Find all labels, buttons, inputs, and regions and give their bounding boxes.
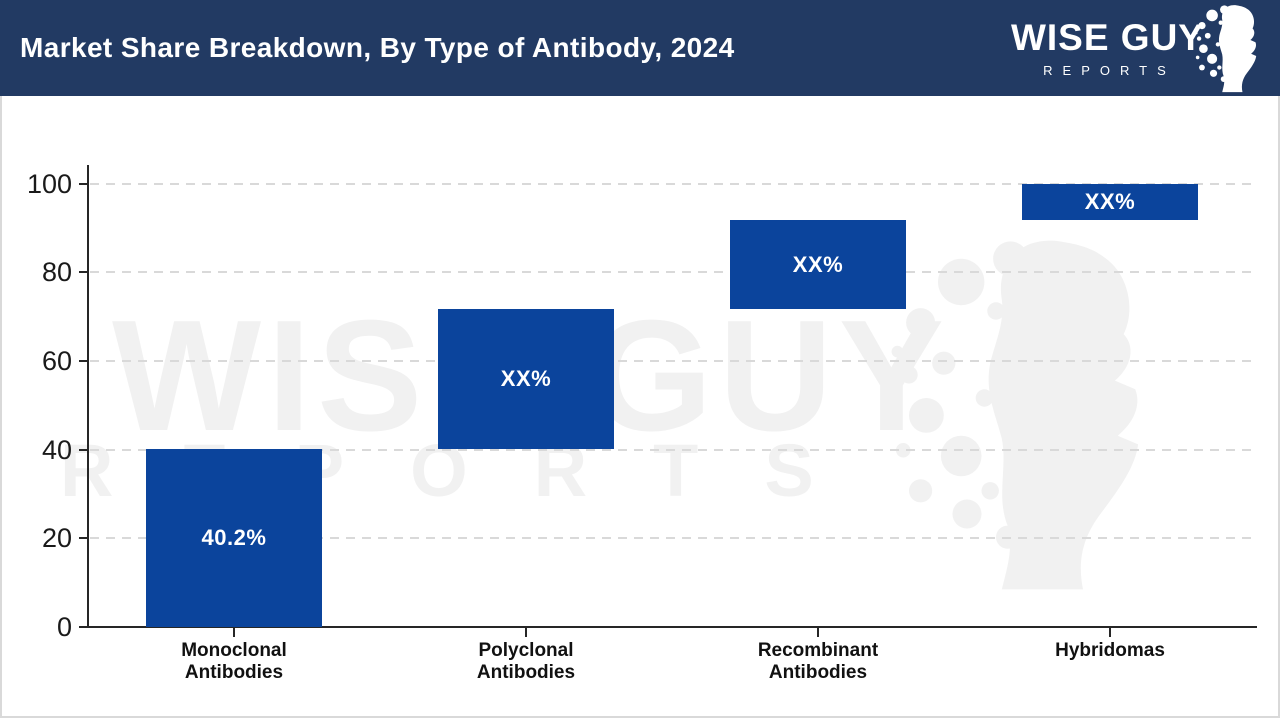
- x-tick-mark: [1109, 628, 1111, 637]
- logo-subtitle: REPORTS: [1043, 62, 1176, 78]
- y-tick-mark: [79, 271, 87, 274]
- bar-value-label: XX%: [1084, 189, 1136, 214]
- y-tick-mark: [79, 359, 87, 362]
- bar-polyclonal-antibodies: XX%: [438, 309, 614, 449]
- x-axis-line: [87, 626, 1257, 628]
- x-category-label-line: Antibodies: [184, 661, 284, 683]
- x-tick-mark: [233, 628, 235, 637]
- y-tick-mark: [79, 182, 87, 185]
- x-category-label: Polyclonal Antibodies: [380, 640, 672, 684]
- figure-border: [0, 96, 1280, 718]
- logo-wordmark: WISE GUY: [1010, 16, 1204, 58]
- y-gridline-80: [90, 271, 1256, 274]
- y-gridline-100: [90, 182, 1256, 185]
- y-gridline-20: [90, 537, 1256, 540]
- x-category-label-line: Antibodies: [476, 661, 576, 683]
- y-tick-label: 100: [26, 168, 72, 199]
- bar-value-label: XX%: [792, 251, 844, 277]
- x-category-label-line: Polyclonal: [478, 640, 574, 661]
- y-tick-label: 20: [41, 523, 72, 554]
- y-tick-label: 60: [41, 345, 72, 376]
- y-gridline-60: [90, 359, 1256, 362]
- y-tick-label: 80: [41, 257, 72, 288]
- y-tick-mark: [79, 448, 87, 451]
- x-category-label-line: Monoclonal: [181, 640, 287, 661]
- header-bar: Market Share Breakdown, By Type of Antib…: [0, 0, 1280, 96]
- x-category-label-line: Antibodies: [768, 661, 868, 683]
- bar-hybridomas: XX%: [1022, 183, 1198, 221]
- y-tick-mark: [79, 626, 87, 628]
- logo-face-icon: [1194, 5, 1257, 93]
- y-gridline-40: [90, 448, 1256, 451]
- x-category-label: Recombinant Antibodies: [672, 640, 964, 684]
- x-tick-mark: [525, 628, 527, 637]
- bar-value-label: 40.2%: [201, 524, 267, 550]
- y-axis-line: [87, 165, 89, 628]
- x-category-label-line: Hybridomas: [1055, 640, 1165, 661]
- bar-monoclonal-antibodies: 40.2%: [146, 448, 322, 627]
- bar-value-label: XX%: [500, 365, 552, 391]
- x-category-label: Monoclonal Antibodies: [88, 640, 380, 684]
- logo-text: WISE GUY REPORTS: [1011, 19, 1204, 78]
- x-category-label: Hybridomas: [964, 640, 1256, 662]
- x-category-label-line: Recombinant: [757, 640, 879, 661]
- wise-guy-reports-logo: WISE GUY REPORTS: [1011, 1, 1280, 95]
- watermark-face-icon: [891, 240, 1139, 590]
- page-title: Market Share Breakdown, By Type of Antib…: [20, 32, 735, 63]
- x-tick-mark: [817, 628, 819, 637]
- bar-recombinant-antibodies: XX%: [730, 220, 906, 310]
- y-tick-label: 40: [41, 434, 72, 465]
- y-tick-label: 0: [56, 612, 72, 642]
- y-tick-mark: [79, 537, 87, 540]
